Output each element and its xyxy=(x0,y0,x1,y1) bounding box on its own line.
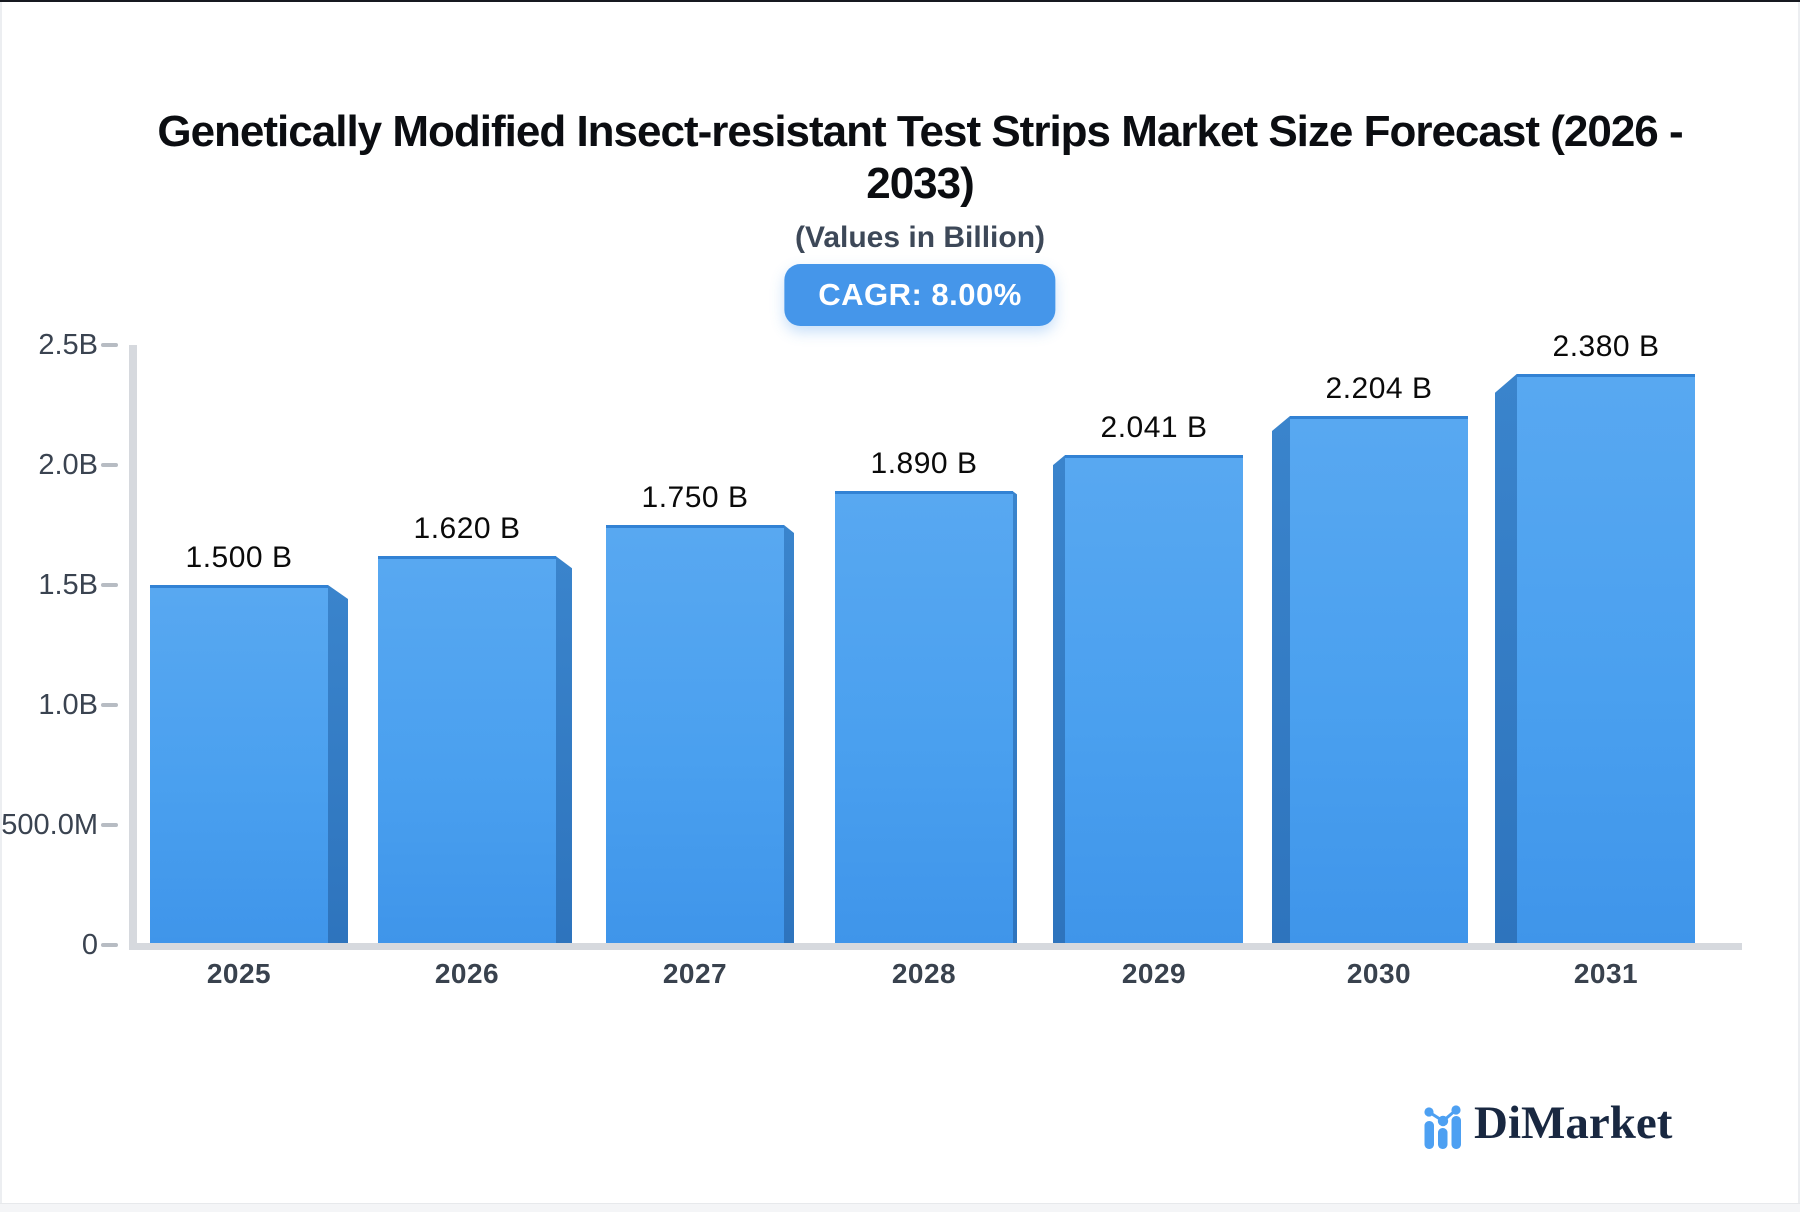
x-axis-label-2028: 2028 xyxy=(891,958,957,989)
chart-subtitle: (Values in Billion) xyxy=(794,221,1046,254)
cagr-badge: CAGR: 8.00% xyxy=(784,264,1056,326)
page-left-edge xyxy=(0,2,2,1212)
bar-value-label-2027: 1.750 B xyxy=(641,481,749,514)
bar-3d-side-2026 xyxy=(556,556,572,943)
chart-title-line-2: 2033) xyxy=(866,159,975,208)
y-axis-line xyxy=(129,345,137,950)
bar-3d-side-2028 xyxy=(1013,491,1017,943)
y-axis-tick-mark xyxy=(101,703,118,707)
bar-2028[interactable] xyxy=(835,491,1013,943)
bar-2030[interactable] xyxy=(1290,416,1468,943)
bar-value-label-2030: 2.204 B xyxy=(1325,372,1433,406)
y-axis-tick-mark xyxy=(101,943,118,947)
bar-value-label-2026: 1.620 B xyxy=(413,512,521,546)
y-axis-tick-mark xyxy=(101,583,118,587)
x-axis-label-2030: 2030 xyxy=(1346,958,1412,989)
bar-3d-side-2025 xyxy=(328,585,348,943)
bar-2027[interactable] xyxy=(606,525,784,943)
bar-3d-side-2029 xyxy=(1053,455,1065,943)
bar-2029[interactable] xyxy=(1065,455,1243,943)
x-axis-label-2025: 2025 xyxy=(206,958,272,989)
y-axis-tick-mark xyxy=(101,463,118,467)
x-axis-label-2029: 2029 xyxy=(1121,958,1187,989)
x-axis-label-2031: 2031 xyxy=(1573,958,1639,989)
y-axis-tick-mark xyxy=(101,343,118,347)
bar-value-label-2029: 2.041 B xyxy=(1100,411,1208,445)
page-right-edge xyxy=(1798,2,1800,1212)
bar-2026[interactable] xyxy=(378,556,556,943)
dimarket-logo: DiMarket xyxy=(1424,1098,1672,1150)
dimarket-logo-text: DiMarket xyxy=(1474,1097,1673,1149)
page-bottom-edge xyxy=(0,1203,1800,1212)
y-axis-tick-label: 2.0B xyxy=(38,449,98,481)
x-axis-line xyxy=(129,943,1742,950)
bar-2031[interactable] xyxy=(1517,373,1695,943)
cagr-badge-label: CAGR: 8.00% xyxy=(818,277,1022,312)
chart-title-line-1: Genetically Modified Insect-resistant Te… xyxy=(157,107,1683,156)
y-axis-tick-label: 1.5B xyxy=(38,569,98,601)
chart-header: Genetically Modified Insect-resistant Te… xyxy=(157,106,1684,326)
bar-3d-side-2031 xyxy=(1495,373,1517,943)
mini-bar-chart-logo-icon xyxy=(1424,1105,1461,1149)
x-axis-label-2026: 2026 xyxy=(434,958,500,989)
y-axis-tick-label: 2.5B xyxy=(38,329,98,361)
bar-value-label-2028: 1.890 B xyxy=(870,447,978,481)
bar-value-label-2031: 2.380 B xyxy=(1552,329,1660,363)
bar-3d-side-2030 xyxy=(1272,416,1290,943)
x-axis-label-2027: 2027 xyxy=(662,958,728,989)
y-axis-tick-label: 0 xyxy=(81,929,98,961)
bar-3d-side-2027 xyxy=(784,525,794,943)
bar-value-label-2025: 1.500 B xyxy=(185,541,293,574)
y-axis-tick-label: 500.0M xyxy=(1,809,98,841)
y-axis-tick-label: 1.0B xyxy=(38,689,98,721)
y-axis-tick-mark xyxy=(101,823,118,827)
bar-2025[interactable] xyxy=(150,585,328,943)
